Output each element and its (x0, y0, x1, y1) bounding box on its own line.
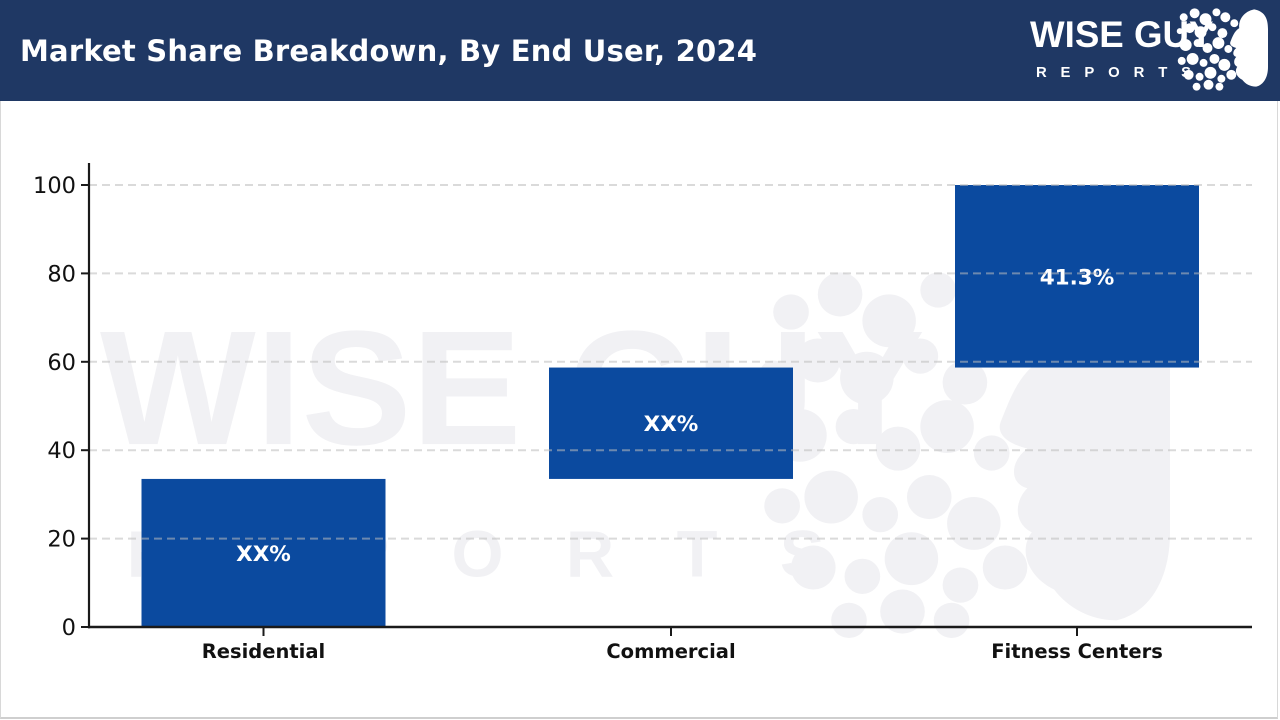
page-title: Market Share Breakdown, By End User, 202… (20, 33, 758, 68)
logo-reports-text: REPORTS (1036, 65, 1205, 81)
y-tick-label-40: 40 (47, 438, 76, 464)
logo-dots-icon (1176, 8, 1239, 91)
bar-commercial (549, 367, 793, 479)
y-tick-label-100: 100 (33, 173, 76, 199)
y-tick-label-60: 60 (47, 350, 76, 376)
x-category-label-residential: Residential (202, 640, 325, 663)
header: Market Share Breakdown, By End User, 202… (0, 0, 1280, 101)
brand-logo: WISE GUY REPORTS (1030, 8, 1268, 91)
y-tick-label-20: 20 (47, 527, 76, 553)
y-tick-label-80: 80 (47, 261, 76, 287)
bar-value-label-residential: XX% (236, 542, 291, 567)
y-tick-label-0: 0 (62, 615, 76, 641)
bar-residential (141, 478, 386, 627)
x-category-label-fitness-centers: Fitness Centers (991, 640, 1163, 663)
bar-value-label-fitness-centers: 41.3% (1040, 265, 1115, 290)
bar-value-label-commercial: XX% (644, 412, 699, 437)
logo-face-icon (1230, 9, 1268, 87)
x-category-label-commercial: Commercial (606, 640, 735, 663)
